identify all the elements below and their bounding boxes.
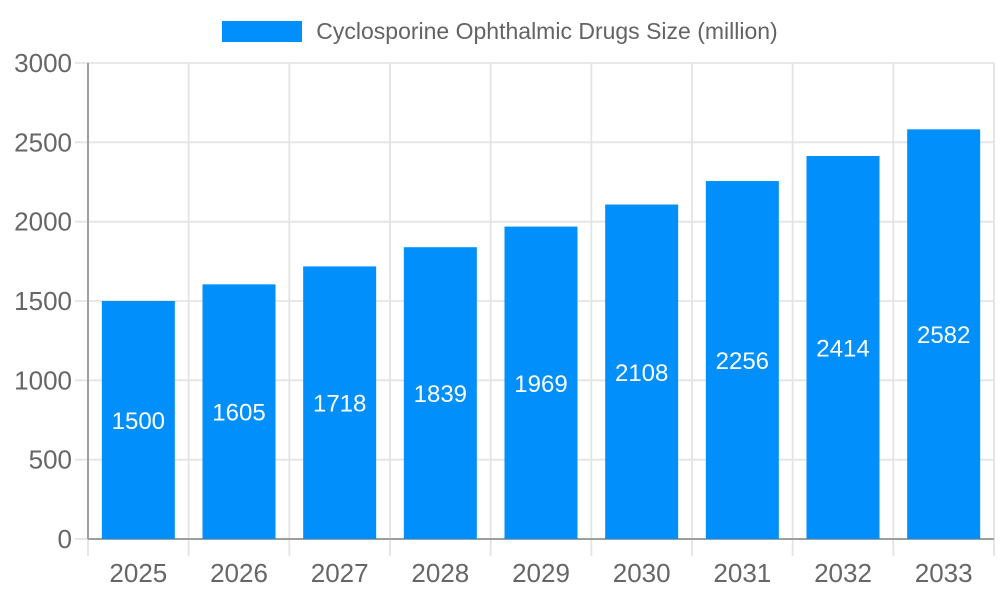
bar: [806, 155, 880, 539]
x-tick-label: 2031: [713, 558, 771, 588]
bar-value-label: 1500: [112, 408, 165, 435]
bar: [202, 284, 276, 539]
bar: [504, 226, 578, 539]
x-tick-label: 2033: [915, 558, 973, 588]
bar: [403, 247, 477, 539]
bar-value-label: 2582: [917, 322, 970, 349]
bar: [907, 129, 981, 539]
y-tick-label: 1000: [14, 365, 72, 395]
chart-legend[interactable]: Cyclosporine Ophthalmic Drugs Size (mill…: [0, 0, 1000, 56]
y-tick-label: 3000: [14, 48, 72, 78]
y-tick-label: 2500: [14, 127, 72, 157]
bar-value-label: 1839: [414, 381, 467, 408]
x-tick-label: 2026: [210, 558, 268, 588]
bar: [101, 301, 175, 539]
bar-value-label: 2414: [816, 335, 869, 362]
y-tick-label: 0: [58, 524, 72, 554]
bar-value-label: 1718: [313, 391, 366, 418]
x-tick-label: 2028: [411, 558, 469, 588]
bar: [303, 266, 377, 539]
legend-marker-swatch: [222, 20, 303, 42]
bar-value-label: 2108: [615, 360, 668, 387]
x-tick-label: 2032: [814, 558, 872, 588]
x-tick-label: 2027: [311, 558, 369, 588]
y-tick-label: 1500: [14, 286, 72, 316]
legend-series-label: Cyclosporine Ophthalmic Drugs Size (mill…: [316, 17, 778, 44]
y-tick-label: 2000: [14, 207, 72, 237]
bar: [605, 204, 679, 539]
y-tick-label: 500: [29, 445, 72, 475]
x-tick-label: 2030: [613, 558, 671, 588]
bar-value-label: 2256: [716, 348, 769, 375]
bar: [705, 181, 779, 539]
x-tick-label: 2025: [109, 558, 167, 588]
bar-value-label: 1969: [514, 371, 567, 398]
bar-value-label: 1605: [212, 400, 265, 427]
x-tick-label: 2029: [512, 558, 570, 588]
